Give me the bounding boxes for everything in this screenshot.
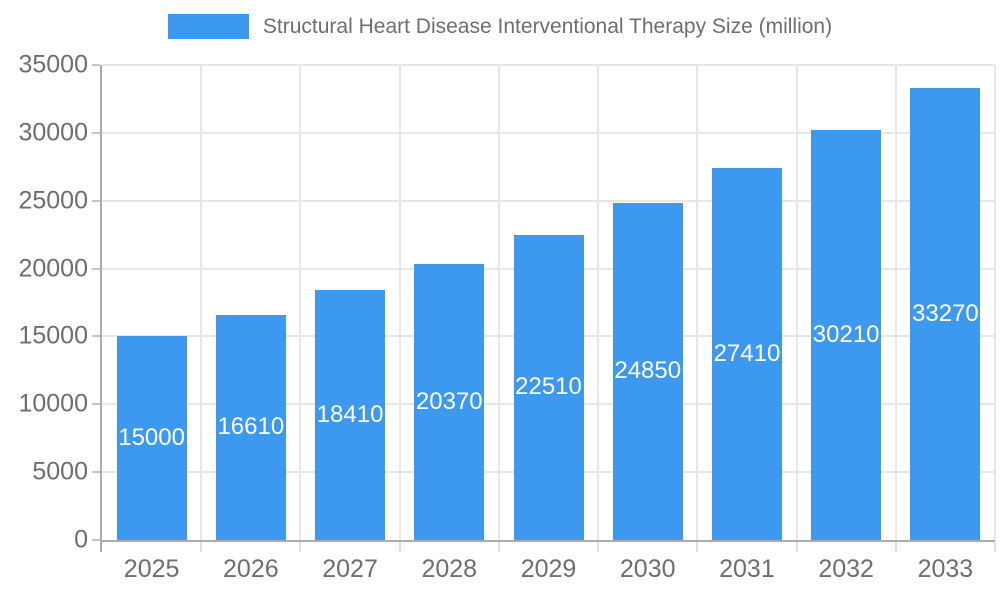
x-tick-label: 2026 [223,555,279,583]
gridline-vertical [200,65,203,540]
y-axis-labels: 0 5000 10000 15000 20000 25000 30000 35000 [0,52,88,552]
bar-value-label: 16610 [217,413,285,441]
x-axis-tick [100,542,102,552]
y-axis-tick [92,471,100,474]
gridline-vertical [696,65,699,540]
bar-2032[interactable]: 30210 [811,130,882,540]
gridline-vertical [894,65,897,540]
gridline-vertical [597,65,600,540]
gridline-horizontal [102,199,995,202]
x-axis-labels: 2025 2026 2027 2028 2029 2030 2031 2032 2033 [102,555,995,588]
bar-2029[interactable]: 22510 [513,234,584,540]
bar-2030[interactable]: 24850 [612,202,683,540]
gridline-vertical [299,65,302,540]
bar-2027[interactable]: 18410 [315,290,386,540]
x-axis-tick [597,542,600,552]
y-axis-tick [92,267,100,270]
gridline-horizontal [102,131,995,134]
legend-swatch[interactable] [167,14,249,39]
x-tick-label: 2030 [619,555,676,583]
gridline-vertical [497,65,500,540]
bar-value-label: 22510 [515,373,582,401]
y-tick-label: 15000 [18,321,88,350]
y-tick-label: 5000 [32,457,88,486]
x-tick-label: 2028 [421,555,478,583]
y-axis-tick [92,64,100,66]
x-tick-label: 2027 [322,555,378,583]
x-axis-tick [299,542,302,552]
y-tick-label: 10000 [18,389,88,418]
legend[interactable]: Structural Heart Disease Interventional … [0,14,1000,39]
x-axis-tick [497,542,500,552]
bar-2025[interactable]: 15000 [116,336,187,540]
y-axis-tick [92,131,100,134]
bar-value-label: 33270 [912,300,979,328]
gridline-horizontal [102,64,995,66]
y-axis-tick [92,539,100,541]
legend-label: Structural Heart Disease Interventional … [262,14,833,38]
y-axis-tick [92,335,100,338]
bar-2031[interactable]: 27410 [711,168,782,540]
plot-area: 15000 16610 18410 20370 22510 24850 27410 30210… [92,64,996,552]
bar-value-label: 24850 [614,357,682,385]
y-axis-tick [92,199,100,202]
x-axis-tick [398,542,401,552]
gridline-vertical [398,65,401,540]
bar-value-label: 30210 [812,321,880,348]
bar-value-label: 15000 [118,424,185,452]
x-tick-label: 2029 [520,555,577,583]
y-axis-tick [92,403,100,406]
x-axis-tick [696,542,699,552]
x-axis-tick [200,542,203,552]
x-axis-tick [894,542,897,552]
bar-value-label: 27410 [713,340,781,367]
gridline-vertical [795,65,798,540]
x-axis-tick [795,542,798,552]
y-tick-label: 25000 [18,186,88,215]
bar-value-label: 20370 [415,387,483,415]
y-tick-label: 0 [74,525,88,554]
y-tick-label: 20000 [18,254,88,283]
x-tick-label: 2032 [818,555,874,583]
bar-2028[interactable]: 20370 [414,263,485,540]
bar-2033[interactable]: 33270 [910,88,981,540]
x-tick-label: 2031 [719,555,775,583]
x-axis-tick [994,542,996,552]
bar-2026[interactable]: 16610 [215,314,286,540]
x-tick-label: 2025 [123,555,180,583]
y-tick-label: 30000 [18,118,88,147]
gridline-vertical [994,65,996,540]
bar-value-label: 18410 [316,401,384,429]
x-tick-label: 2033 [917,555,974,583]
y-tick-label: 35000 [18,50,88,79]
